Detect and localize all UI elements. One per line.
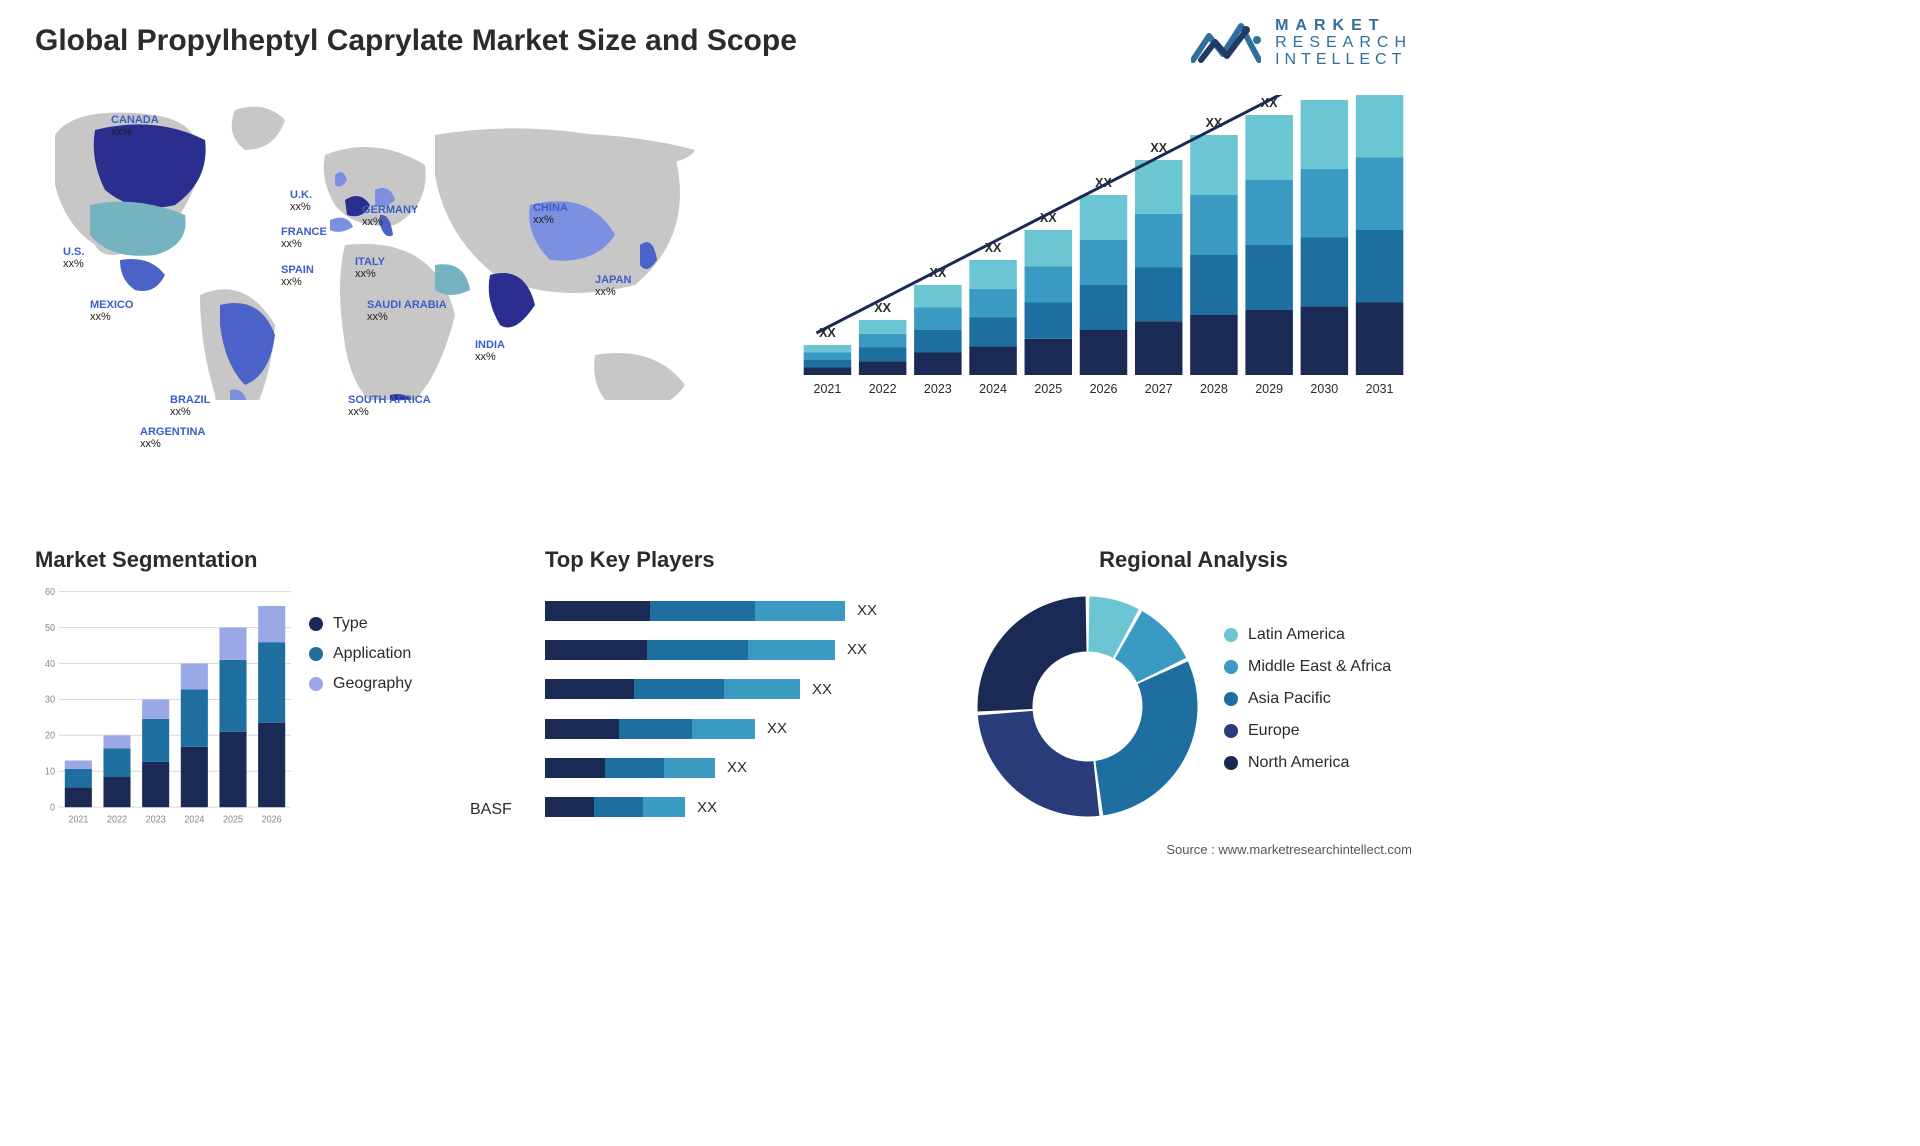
map-label: MEXICOxx% xyxy=(90,300,133,323)
map-label: JAPANxx% xyxy=(595,275,631,298)
logo-line2: RESEARCH xyxy=(1275,35,1412,52)
svg-text:2026: 2026 xyxy=(1090,381,1118,396)
key-player-row: XX xyxy=(545,640,935,660)
svg-text:2026: 2026 xyxy=(262,814,282,826)
svg-text:2030: 2030 xyxy=(1310,381,1338,396)
growth-chart: 2021XX2022XX2023XX2024XX2025XX2026XX2027… xyxy=(795,95,1412,400)
world-map-svg xyxy=(35,95,735,400)
svg-text:2025: 2025 xyxy=(223,814,243,826)
brand-logo: MARKET RESEARCH INTELLECT xyxy=(1191,18,1412,68)
logo-mark-icon xyxy=(1191,20,1261,66)
svg-text:2024: 2024 xyxy=(184,814,204,826)
svg-text:2027: 2027 xyxy=(1145,381,1173,396)
svg-text:20: 20 xyxy=(45,730,55,742)
key-players-title: Top Key Players xyxy=(545,547,935,573)
legend-item: North America xyxy=(1224,754,1412,772)
svg-text:2031: 2031 xyxy=(1366,381,1394,396)
key-player-row: XX xyxy=(545,758,935,778)
legend-item: Application xyxy=(309,645,505,663)
world-map: CANADAxx%U.S.xx%MEXICOxx%BRAZILxx%ARGENT… xyxy=(35,95,735,400)
map-label: SPAINxx% xyxy=(281,265,314,288)
growth-chart-svg: 2021XX2022XX2023XX2024XX2025XX2026XX2027… xyxy=(795,95,1412,400)
regional-legend: Latin America Middle East & Africa Asia Pa… xyxy=(1224,626,1412,786)
map-label: U.K.xx% xyxy=(290,190,312,213)
svg-text:2024: 2024 xyxy=(979,381,1007,396)
segmentation-chart-svg: 0 10 20 30 40 50 60 2021 2022 2023 2024 2025 2026 xyxy=(35,585,295,827)
map-label: GERMANYxx% xyxy=(362,205,418,228)
key-players-panel: Top Key Players XX XX XX XX XX XX xyxy=(545,547,935,827)
legend-item: Middle East & Africa xyxy=(1224,658,1412,676)
legend-item: Latin America xyxy=(1224,626,1412,644)
segmentation-legend: Type Application Geography xyxy=(309,585,505,827)
legend-item: Asia Pacific xyxy=(1224,690,1412,708)
map-label: BRAZILxx% xyxy=(170,395,210,418)
regional-donut-svg xyxy=(975,594,1200,819)
segmentation-panel: Market Segmentation 0 10 20 30 40 50 60 2021 202… xyxy=(35,547,505,827)
legend-item: Geography xyxy=(309,675,505,693)
svg-text:60: 60 xyxy=(45,587,55,599)
source-label: Source : www.marketresearchintellect.com xyxy=(1166,842,1412,857)
svg-text:2021: 2021 xyxy=(68,814,88,826)
svg-text:10: 10 xyxy=(45,766,55,778)
regional-panel: Regional Analysis Latin America Middle Ea… xyxy=(975,547,1412,827)
svg-text:0: 0 xyxy=(50,802,55,814)
map-label: U.S.xx% xyxy=(63,247,84,270)
logo-line1: MARKET xyxy=(1275,18,1412,35)
key-player-row: XX xyxy=(545,679,935,699)
svg-text:30: 30 xyxy=(45,694,55,706)
svg-text:2029: 2029 xyxy=(1255,381,1283,396)
svg-text:50: 50 xyxy=(45,622,55,634)
svg-text:2023: 2023 xyxy=(146,814,166,826)
page-title: Global Propylheptyl Caprylate Market Siz… xyxy=(35,24,797,58)
svg-text:2022: 2022 xyxy=(869,381,897,396)
key-player-row: XX xyxy=(545,719,935,739)
svg-text:2022: 2022 xyxy=(107,814,127,826)
svg-text:2028: 2028 xyxy=(1200,381,1228,396)
map-label: CANADAxx% xyxy=(111,115,159,138)
map-label: INDIAxx% xyxy=(475,340,505,363)
svg-text:2025: 2025 xyxy=(1034,381,1062,396)
key-player-row: XX xyxy=(545,797,935,817)
legend-item: Europe xyxy=(1224,722,1412,740)
segmentation-footnote: BASF xyxy=(470,801,512,819)
key-player-row: XX xyxy=(545,601,935,621)
map-label: CHINAxx% xyxy=(533,203,568,226)
map-label: SOUTH AFRICAxx% xyxy=(348,395,431,418)
svg-text:40: 40 xyxy=(45,658,55,670)
regional-title: Regional Analysis xyxy=(975,547,1412,573)
svg-text:2021: 2021 xyxy=(814,381,842,396)
svg-text:2023: 2023 xyxy=(924,381,952,396)
map-label: SAUDI ARABIAxx% xyxy=(367,300,447,323)
legend-item: Type xyxy=(309,615,505,633)
map-label: FRANCExx% xyxy=(281,227,327,250)
key-players-bars: XX XX XX XX XX XX xyxy=(545,585,935,827)
map-label: ARGENTINAxx% xyxy=(140,427,205,450)
segmentation-title: Market Segmentation xyxy=(35,547,505,573)
logo-text: MARKET RESEARCH INTELLECT xyxy=(1275,18,1412,68)
map-label: ITALYxx% xyxy=(355,257,385,280)
logo-line3: INTELLECT xyxy=(1275,52,1412,69)
